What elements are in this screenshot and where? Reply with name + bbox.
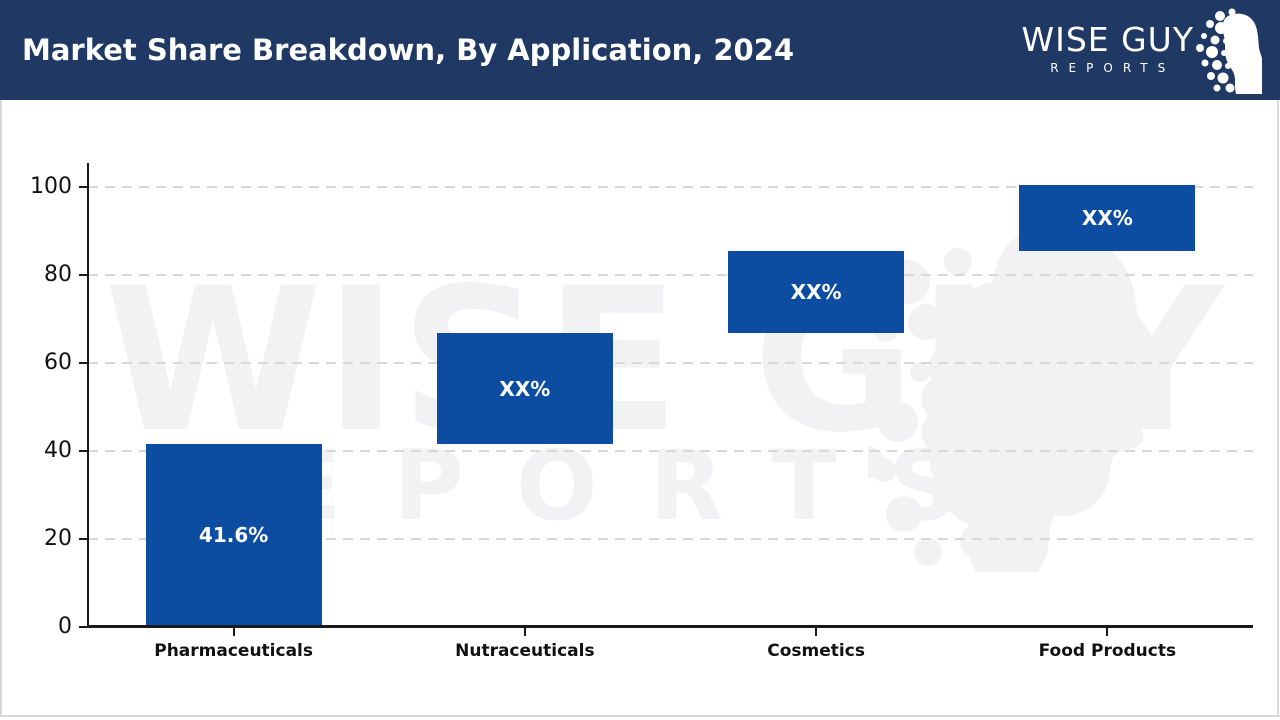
y-tick-label: 20 [44,526,72,551]
frame-right-border [1277,100,1279,717]
x-tick-mark [815,628,818,636]
bar-value-label: XX% [499,376,551,401]
watermark-face-icon [868,230,1169,572]
bar-segment: XX% [436,333,613,444]
x-axis-line [87,625,1253,628]
y-tick-mark [79,362,88,364]
gridline [88,274,1253,276]
frame-left-border [0,100,2,717]
y-tick-mark [79,450,88,452]
y-tick-label: 60 [44,350,72,375]
header-bar: Market Share Breakdown, By Application, … [0,0,1280,100]
y-tick-label: 80 [44,262,72,287]
bar-value-label: 41.6% [198,523,269,548]
y-axis-line [87,163,89,628]
gridline [88,186,1253,188]
x-tick-mark [523,628,526,636]
x-tick-mark [1106,628,1109,636]
y-tick-mark [79,626,88,628]
x-tick-mark [232,628,235,636]
x-axis-category-label: Nutraceuticals [455,641,595,661]
gridline [88,450,1253,452]
y-tick-label: 0 [58,614,72,639]
x-axis-category-label: Food Products [1038,641,1177,661]
x-axis-category-label: Pharmaceuticals [154,641,313,661]
brand-subname: REPORTS [1050,61,1176,75]
y-tick-label: 40 [44,438,72,463]
y-tick-mark [79,274,88,276]
frame-bottom-border [0,715,1280,717]
bar-value-label: XX% [1081,205,1133,230]
brand-logo-text: WISE GUY REPORTS [1021,20,1194,75]
gridline [88,362,1253,364]
bar-segment: XX% [1019,184,1196,251]
logo-face-icon [1196,8,1262,94]
bar-segment: XX% [728,250,905,334]
y-tick-mark [79,538,88,540]
brand-logo: WISE GUY REPORTS [1012,6,1262,94]
bar-value-label: XX% [790,279,842,304]
page-title: Market Share Breakdown, By Application, … [22,33,795,67]
y-tick-mark [79,186,88,188]
bar-segment: 41.6% [145,443,322,627]
y-tick-label: 100 [30,174,72,199]
brand-name: WISE GUY [1021,20,1194,59]
x-axis-category-label: Cosmetics [767,641,865,661]
gridline [88,538,1253,540]
